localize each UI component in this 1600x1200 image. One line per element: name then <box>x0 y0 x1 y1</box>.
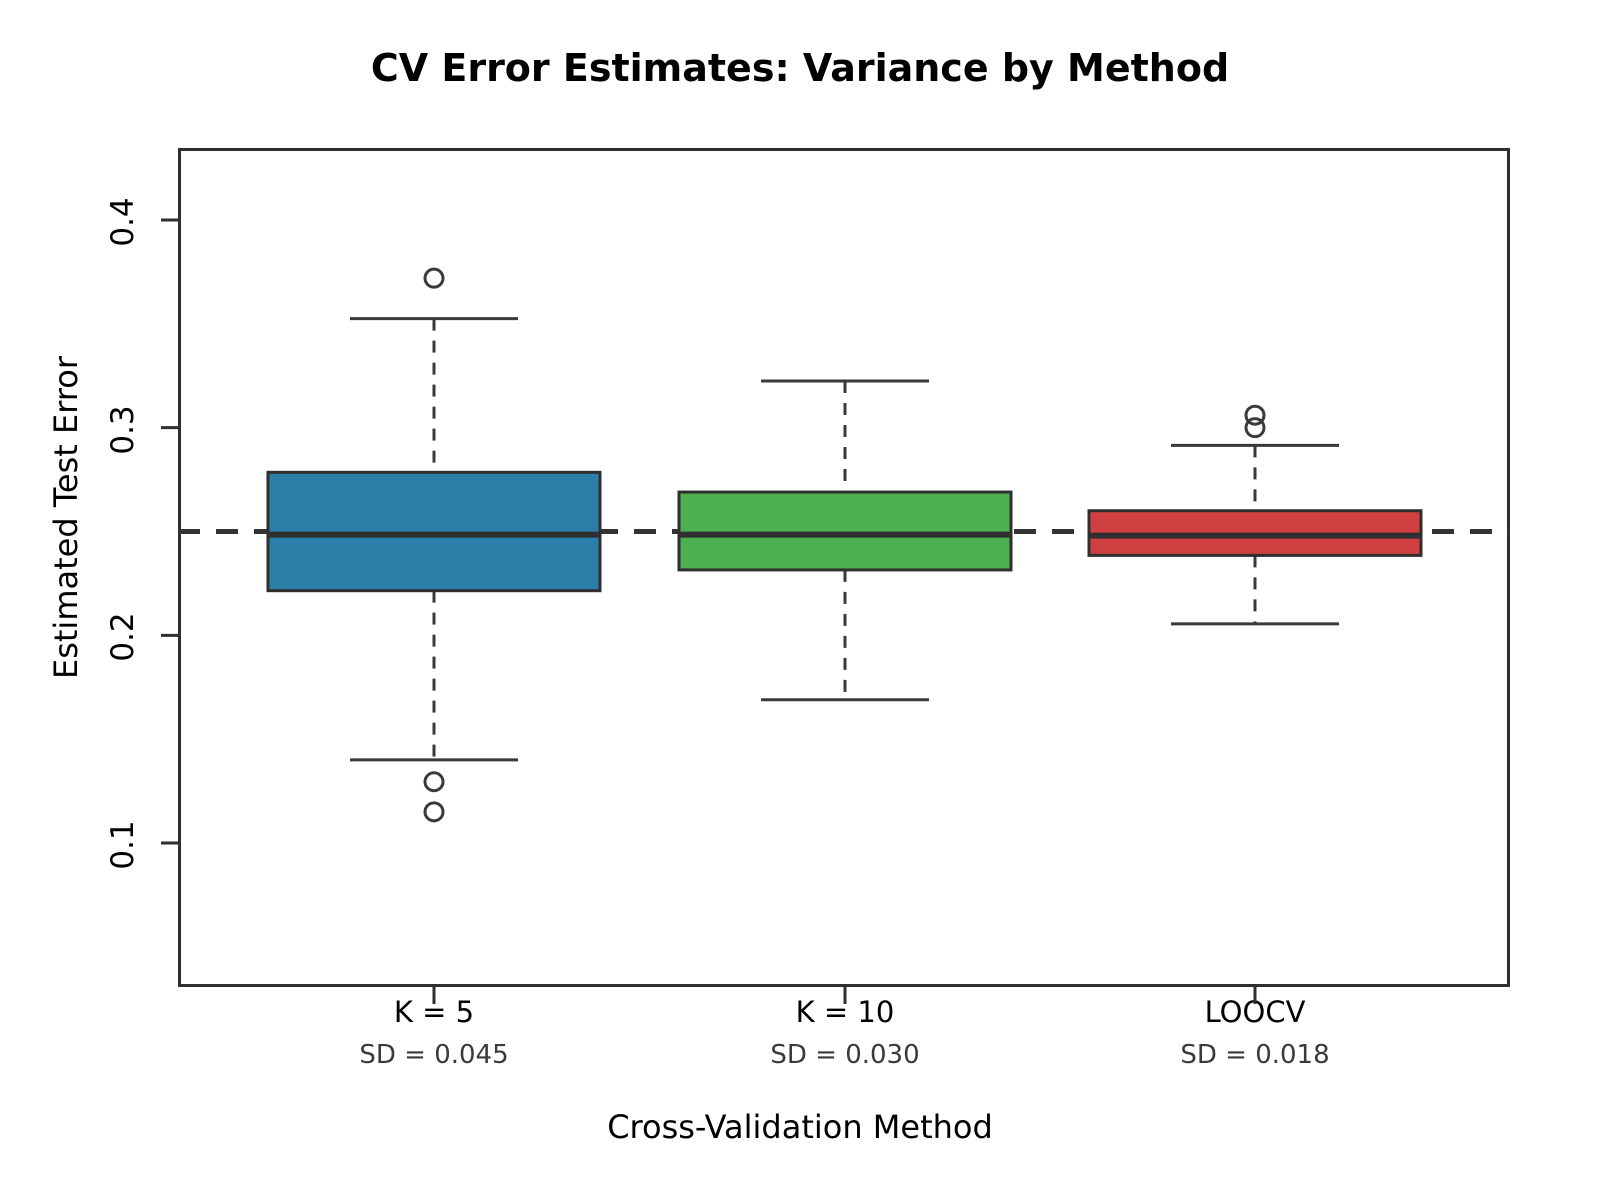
y-tick-label-0.1: 0.1 <box>105 820 141 870</box>
x-tick-sd-k5: SD = 0.045 <box>359 1040 509 1070</box>
x-tick-label-loocv: LOOCV <box>1204 995 1306 1029</box>
plot-area <box>178 148 1510 987</box>
x-tick-label-k10: K = 10 <box>795 995 895 1029</box>
page-title: CV Error Estimates: Variance by Method <box>370 46 1230 90</box>
x-tick-label-k5: K = 5 <box>393 995 475 1029</box>
y-tick-label-0.2: 0.2 <box>105 612 141 662</box>
y-tick-label-0.3: 0.3 <box>105 405 141 455</box>
y-axis-label: Estimated Test Error <box>47 355 85 679</box>
x-tick-sd-loocv: SD = 0.018 <box>1180 1040 1330 1070</box>
y-tick-label-0.4: 0.4 <box>105 197 141 247</box>
x-tick-sd-k10: SD = 0.030 <box>770 1040 920 1070</box>
x-axis-label: Cross-Validation Method <box>607 1108 993 1146</box>
